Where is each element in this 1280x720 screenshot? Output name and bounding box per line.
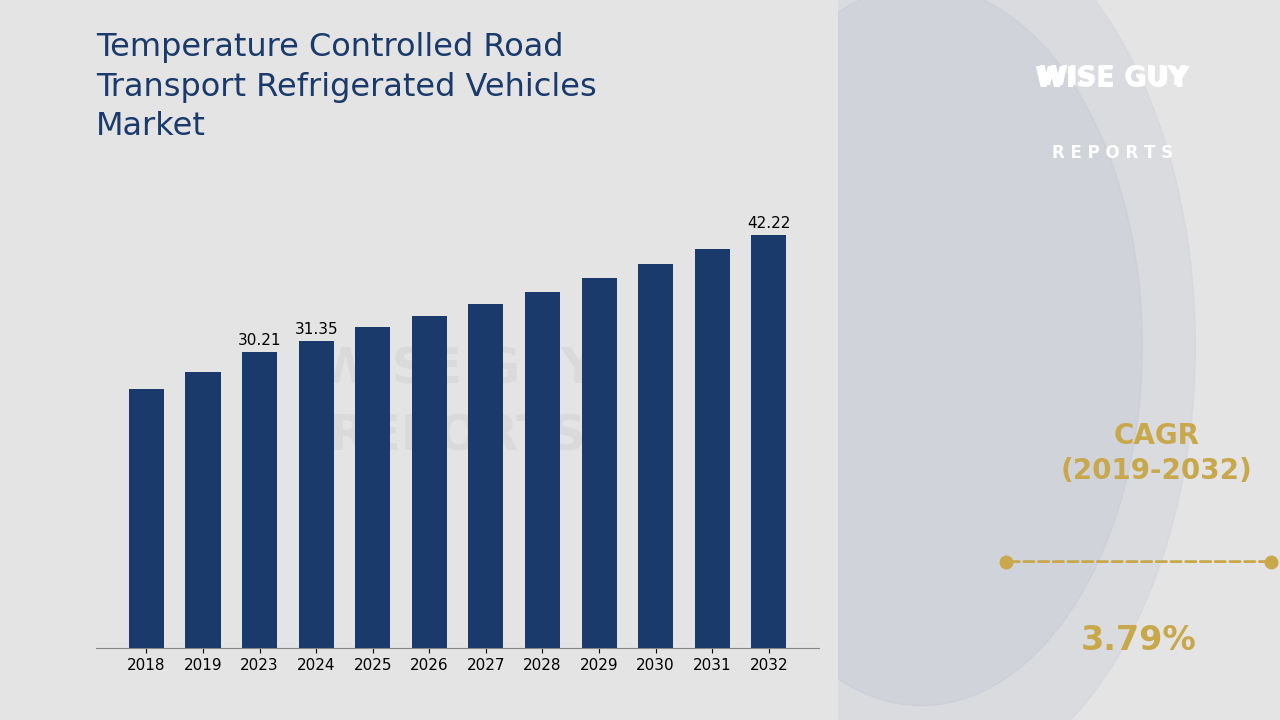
- Bar: [751, 235, 786, 648]
- Circle shape: [648, 0, 1196, 720]
- Circle shape: [701, 0, 1143, 706]
- Bar: [186, 372, 220, 648]
- Text: CAGR
(2019-2032): CAGR (2019-2032): [1060, 423, 1252, 485]
- Text: 42.22: 42.22: [748, 216, 791, 230]
- Text: 30.21: 30.21: [238, 333, 282, 348]
- Bar: [525, 292, 561, 648]
- Text: R E P O R T S: R E P O R T S: [1052, 144, 1172, 162]
- Bar: [355, 327, 390, 648]
- Bar: [581, 278, 617, 648]
- Bar: [129, 389, 164, 648]
- Text: WISE GUY
REPORTS: WISE GUY REPORTS: [317, 346, 598, 461]
- Text: Temperature Controlled Road
Transport Refrigerated Vehicles
Market: Temperature Controlled Road Transport Re…: [96, 32, 596, 143]
- Text: 31.35: 31.35: [294, 322, 338, 337]
- Bar: [412, 316, 447, 648]
- Text: WISE GUY: WISE GUY: [1034, 65, 1189, 93]
- Text: 3.79%: 3.79%: [1080, 624, 1197, 657]
- Bar: [468, 305, 503, 648]
- Bar: [639, 264, 673, 648]
- Text: WISE GUY: WISE GUY: [1038, 65, 1185, 91]
- Bar: [242, 352, 276, 648]
- Bar: [695, 249, 730, 648]
- Bar: [298, 341, 334, 648]
